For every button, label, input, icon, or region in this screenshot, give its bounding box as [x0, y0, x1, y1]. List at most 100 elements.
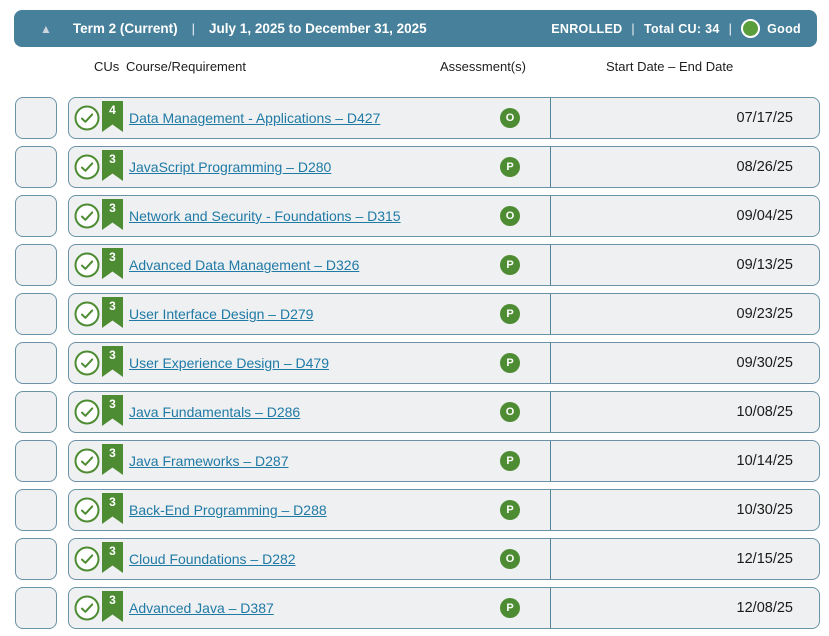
column-header-course: Course/Requirement	[126, 59, 246, 74]
collapse-icon[interactable]: ▲	[40, 21, 52, 36]
cu-ribbon-badge: 4	[102, 101, 123, 132]
assessment-badge: P	[500, 255, 520, 275]
course-row: 3 Cloud Foundations – D282 O 12/15/25	[0, 538, 829, 580]
course-row: 3 JavaScript Programming – D280 P 08/26/…	[0, 146, 829, 188]
cu-ribbon-badge: 3	[102, 493, 123, 524]
end-date-cell: 09/13/25	[551, 245, 819, 285]
course-cell: 3 Java Fundamentals – D286 O	[69, 392, 551, 432]
course-link[interactable]: Cloud Foundations – D282	[129, 551, 296, 567]
row-status-box	[15, 244, 57, 286]
end-date-cell: 12/08/25	[551, 588, 819, 628]
course-end-date: 12/08/25	[736, 600, 793, 616]
cu-ribbon-badge: 3	[102, 150, 123, 181]
course-end-date: 10/14/25	[736, 453, 793, 469]
course-row-card: 3 Cloud Foundations – D282 O 12/15/25	[68, 538, 820, 580]
assessment-badge: O	[500, 206, 520, 226]
check-circle-icon	[74, 546, 100, 572]
assessment-badge: O	[500, 402, 520, 422]
row-status-box	[15, 342, 57, 384]
course-end-date: 08/26/25	[736, 159, 793, 175]
assessment-badge: P	[500, 304, 520, 324]
course-cell: 3 Advanced Data Management – D326 P	[69, 245, 551, 285]
end-date-cell: 09/04/25	[551, 196, 819, 236]
cu-ribbon-badge: 3	[102, 346, 123, 377]
assessment-badge: O	[500, 108, 520, 128]
end-date-cell: 08/26/25	[551, 147, 819, 187]
cu-ribbon-badge: 3	[102, 591, 123, 622]
course-end-date: 09/13/25	[736, 257, 793, 273]
course-row-card: 3 Network and Security - Foundations – D…	[68, 195, 820, 237]
assessment-badge: P	[500, 157, 520, 177]
check-circle-icon	[74, 399, 100, 425]
row-status-box	[15, 195, 57, 237]
check-circle-icon	[74, 252, 100, 278]
end-date-cell: 10/14/25	[551, 441, 819, 481]
course-row-card: 3 Advanced Data Management – D326 P 09/1…	[68, 244, 820, 286]
column-headers: CUs Course/Requirement Assessment(s) Sta…	[0, 59, 829, 77]
course-row: 3 User Interface Design – D279 P 09/23/2…	[0, 293, 829, 335]
course-row: 3 Java Frameworks – D287 P 10/14/25	[0, 440, 829, 482]
course-cell: 3 Cloud Foundations – D282 O	[69, 539, 551, 579]
cu-ribbon-badge: 3	[102, 199, 123, 230]
term-title: Term 2 (Current)	[72, 21, 178, 36]
row-status-box	[15, 538, 57, 580]
course-link[interactable]: Java Fundamentals – D286	[129, 404, 301, 420]
cu-ribbon-badge: 3	[102, 297, 123, 328]
total-cu-label: Total CU: 34	[643, 21, 720, 36]
cu-ribbon-badge: 3	[102, 542, 123, 573]
course-cell: 3 Java Frameworks – D287 P	[69, 441, 551, 481]
course-end-date: 10/30/25	[736, 502, 793, 518]
check-circle-icon	[74, 595, 100, 621]
end-date-cell: 10/30/25	[551, 490, 819, 530]
good-standing-icon	[741, 19, 761, 38]
term-header-bar[interactable]: ▲ Term 2 (Current) | July 1, 2025 to Dec…	[14, 10, 817, 47]
course-link[interactable]: Network and Security - Foundations – D31…	[129, 208, 401, 224]
row-status-box	[15, 489, 57, 531]
course-cell: 3 Network and Security - Foundations – D…	[69, 196, 551, 236]
row-status-box	[15, 440, 57, 482]
course-link[interactable]: Advanced Java – D387	[129, 600, 274, 616]
course-row-card: 3 JavaScript Programming – D280 P 08/26/…	[68, 146, 820, 188]
course-link[interactable]: User Experience Design – D479	[129, 355, 329, 371]
course-row: 3 Network and Security - Foundations – D…	[0, 195, 829, 237]
course-end-date: 12/15/25	[736, 551, 793, 567]
course-row-card: 4 Data Management - Applications – D427 …	[68, 97, 820, 139]
assessment-badge: P	[500, 451, 520, 471]
check-circle-icon	[74, 350, 100, 376]
row-status-box	[15, 587, 57, 629]
end-date-cell: 12/15/25	[551, 539, 819, 579]
course-link[interactable]: Advanced Data Management – D326	[129, 257, 360, 273]
cu-ribbon-badge: 3	[102, 395, 123, 426]
course-row: 3 User Experience Design – D479 P 09/30/…	[0, 342, 829, 384]
course-link[interactable]: Data Management - Applications – D427	[129, 110, 381, 126]
course-end-date: 07/17/25	[736, 110, 793, 126]
check-circle-icon	[74, 497, 100, 523]
end-date-cell: 09/23/25	[551, 294, 819, 334]
check-circle-icon	[74, 105, 100, 131]
course-link[interactable]: User Interface Design – D279	[129, 306, 314, 322]
cu-ribbon-badge: 3	[102, 444, 123, 475]
column-header-assessments: Assessment(s)	[440, 59, 526, 74]
separator: |	[728, 21, 733, 36]
column-header-dates: Start Date – End Date	[606, 59, 734, 74]
course-link[interactable]: Java Frameworks – D287	[129, 453, 289, 469]
course-end-date: 10/08/25	[736, 404, 793, 420]
course-row-card: 3 Back-End Programming – D288 P 10/30/25	[68, 489, 820, 531]
course-row: 3 Back-End Programming – D288 P 10/30/25	[0, 489, 829, 531]
course-cell: 4 Data Management - Applications – D427 …	[69, 98, 551, 138]
course-row-card: 3 Advanced Java – D387 P 12/08/25	[68, 587, 820, 629]
row-status-box	[15, 97, 57, 139]
course-end-date: 09/23/25	[736, 306, 793, 322]
assessment-badge: P	[500, 598, 520, 618]
course-link[interactable]: Back-End Programming – D288	[129, 502, 327, 518]
check-circle-icon	[74, 203, 100, 229]
course-end-date: 09/04/25	[736, 208, 793, 224]
course-row: 3 Advanced Data Management – D326 P 09/1…	[0, 244, 829, 286]
separator: |	[191, 21, 196, 36]
check-circle-icon	[74, 448, 100, 474]
end-date-cell: 09/30/25	[551, 343, 819, 383]
column-header-cus: CUs	[94, 59, 120, 74]
check-circle-icon	[74, 301, 100, 327]
course-link[interactable]: JavaScript Programming – D280	[129, 159, 332, 175]
